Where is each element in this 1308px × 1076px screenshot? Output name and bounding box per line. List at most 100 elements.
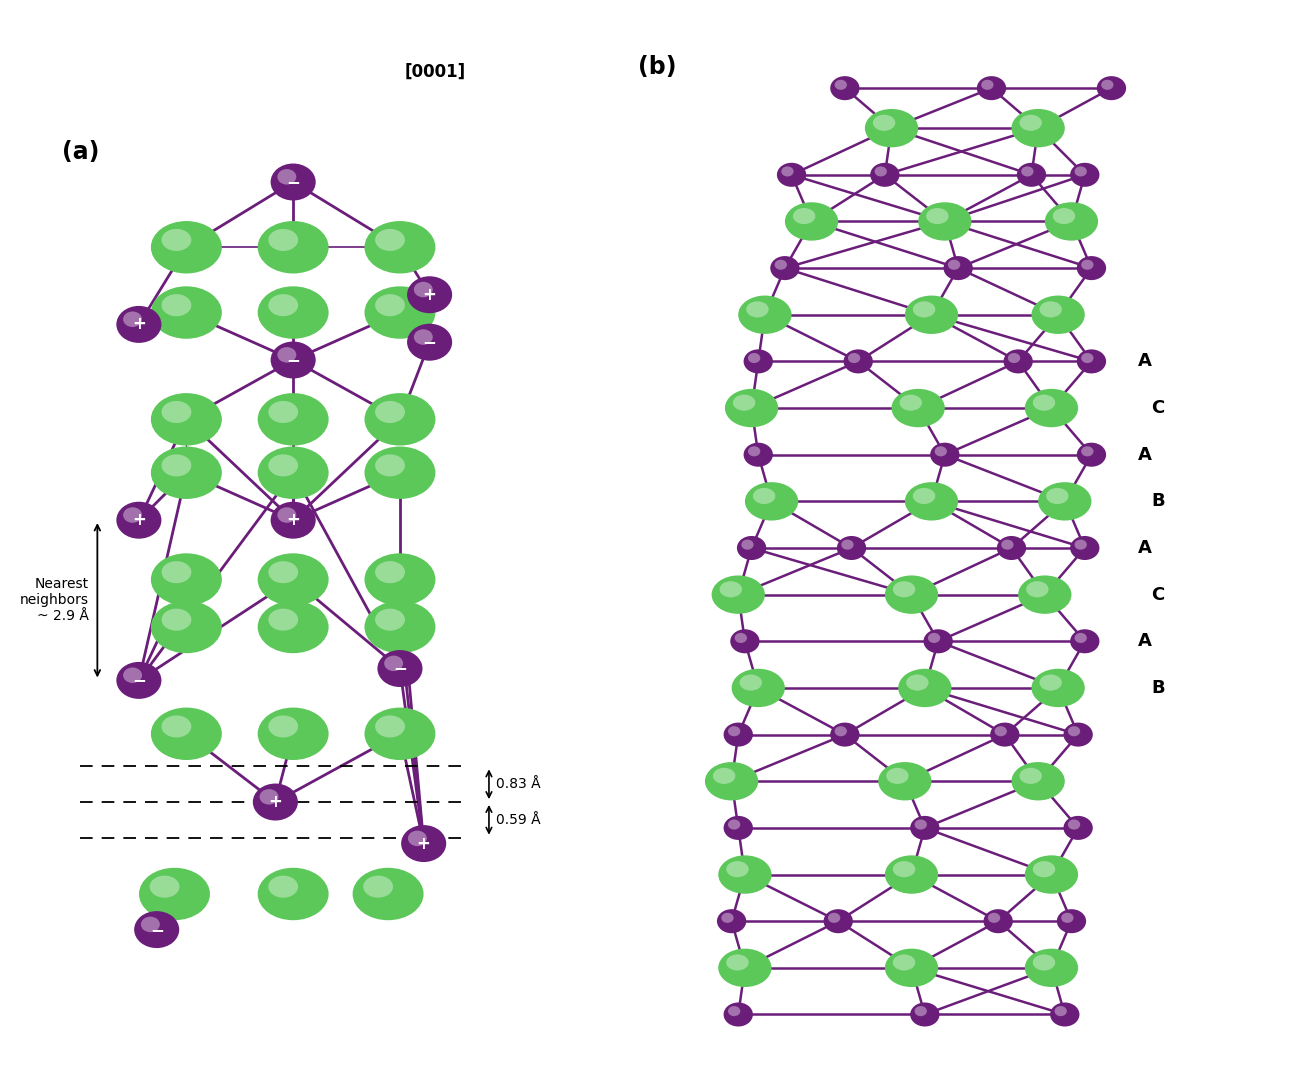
Text: +: + bbox=[132, 315, 145, 334]
Ellipse shape bbox=[905, 296, 959, 334]
Ellipse shape bbox=[1033, 395, 1056, 411]
Ellipse shape bbox=[161, 716, 191, 737]
Ellipse shape bbox=[785, 202, 838, 241]
Ellipse shape bbox=[1039, 482, 1091, 521]
Ellipse shape bbox=[997, 536, 1027, 560]
Text: −: − bbox=[286, 351, 300, 369]
Text: −: − bbox=[149, 921, 164, 938]
Ellipse shape bbox=[905, 482, 959, 521]
Ellipse shape bbox=[1075, 167, 1087, 176]
Ellipse shape bbox=[365, 286, 436, 339]
Ellipse shape bbox=[116, 501, 161, 539]
Ellipse shape bbox=[1067, 820, 1080, 830]
Ellipse shape bbox=[1011, 762, 1065, 801]
Ellipse shape bbox=[1097, 76, 1126, 100]
Ellipse shape bbox=[726, 954, 748, 971]
Ellipse shape bbox=[116, 662, 161, 699]
Ellipse shape bbox=[375, 454, 405, 477]
Ellipse shape bbox=[1070, 162, 1100, 187]
Ellipse shape bbox=[984, 909, 1012, 933]
Ellipse shape bbox=[781, 167, 794, 176]
Ellipse shape bbox=[375, 716, 405, 737]
Text: C: C bbox=[1151, 399, 1164, 417]
Ellipse shape bbox=[378, 650, 422, 686]
Ellipse shape bbox=[1082, 353, 1093, 363]
Ellipse shape bbox=[753, 487, 776, 504]
Ellipse shape bbox=[918, 202, 972, 241]
Ellipse shape bbox=[408, 831, 426, 846]
Ellipse shape bbox=[774, 259, 787, 270]
Ellipse shape bbox=[835, 80, 848, 89]
Ellipse shape bbox=[365, 447, 436, 499]
Ellipse shape bbox=[793, 208, 815, 224]
Ellipse shape bbox=[1024, 949, 1078, 987]
Text: +: + bbox=[422, 286, 437, 303]
Ellipse shape bbox=[258, 447, 328, 499]
Ellipse shape bbox=[831, 723, 859, 747]
Ellipse shape bbox=[886, 855, 938, 894]
Ellipse shape bbox=[1050, 1003, 1079, 1027]
Ellipse shape bbox=[365, 600, 436, 653]
Ellipse shape bbox=[1070, 629, 1100, 653]
Ellipse shape bbox=[913, 487, 935, 504]
Ellipse shape bbox=[837, 536, 866, 560]
Ellipse shape bbox=[150, 447, 222, 499]
Ellipse shape bbox=[1008, 353, 1020, 363]
Ellipse shape bbox=[977, 76, 1006, 100]
Text: −: − bbox=[422, 334, 437, 351]
Ellipse shape bbox=[161, 294, 191, 316]
Ellipse shape bbox=[770, 256, 799, 280]
Ellipse shape bbox=[914, 1006, 927, 1016]
Ellipse shape bbox=[365, 708, 436, 760]
Text: +: + bbox=[268, 793, 283, 811]
Ellipse shape bbox=[935, 447, 947, 456]
Ellipse shape bbox=[887, 768, 909, 784]
Ellipse shape bbox=[1018, 576, 1071, 613]
Ellipse shape bbox=[886, 576, 938, 613]
Ellipse shape bbox=[135, 911, 179, 948]
Ellipse shape bbox=[141, 917, 160, 932]
Ellipse shape bbox=[1101, 80, 1113, 89]
Ellipse shape bbox=[407, 277, 453, 313]
Ellipse shape bbox=[1063, 723, 1092, 747]
Ellipse shape bbox=[729, 820, 740, 830]
Ellipse shape bbox=[900, 395, 922, 411]
Ellipse shape bbox=[718, 855, 772, 894]
Ellipse shape bbox=[268, 294, 298, 316]
Ellipse shape bbox=[150, 553, 222, 606]
Ellipse shape bbox=[735, 633, 747, 643]
Ellipse shape bbox=[1054, 1006, 1067, 1016]
Ellipse shape bbox=[746, 482, 798, 521]
Ellipse shape bbox=[923, 629, 952, 653]
Ellipse shape bbox=[705, 762, 759, 801]
Ellipse shape bbox=[893, 861, 916, 877]
Ellipse shape bbox=[1003, 350, 1033, 373]
Ellipse shape bbox=[258, 867, 328, 920]
Ellipse shape bbox=[930, 442, 960, 467]
Ellipse shape bbox=[777, 162, 806, 187]
Ellipse shape bbox=[875, 167, 887, 176]
Ellipse shape bbox=[913, 301, 935, 317]
Ellipse shape bbox=[268, 876, 298, 897]
Text: A: A bbox=[1138, 353, 1152, 370]
Ellipse shape bbox=[1016, 162, 1046, 187]
Text: +: + bbox=[417, 835, 430, 852]
Ellipse shape bbox=[1024, 388, 1078, 427]
Ellipse shape bbox=[1024, 855, 1078, 894]
Ellipse shape bbox=[742, 539, 753, 550]
Ellipse shape bbox=[730, 629, 760, 653]
Ellipse shape bbox=[729, 1006, 740, 1016]
Ellipse shape bbox=[1019, 115, 1042, 131]
Ellipse shape bbox=[723, 723, 753, 747]
Ellipse shape bbox=[870, 162, 900, 187]
Text: B: B bbox=[1151, 679, 1165, 697]
Ellipse shape bbox=[927, 633, 940, 643]
Ellipse shape bbox=[886, 949, 938, 987]
Ellipse shape bbox=[721, 912, 734, 923]
Ellipse shape bbox=[402, 825, 446, 862]
Text: C: C bbox=[1151, 585, 1164, 604]
Text: 0.59 Å: 0.59 Å bbox=[496, 812, 540, 826]
Ellipse shape bbox=[277, 507, 297, 523]
Ellipse shape bbox=[1033, 954, 1056, 971]
Ellipse shape bbox=[258, 221, 328, 273]
